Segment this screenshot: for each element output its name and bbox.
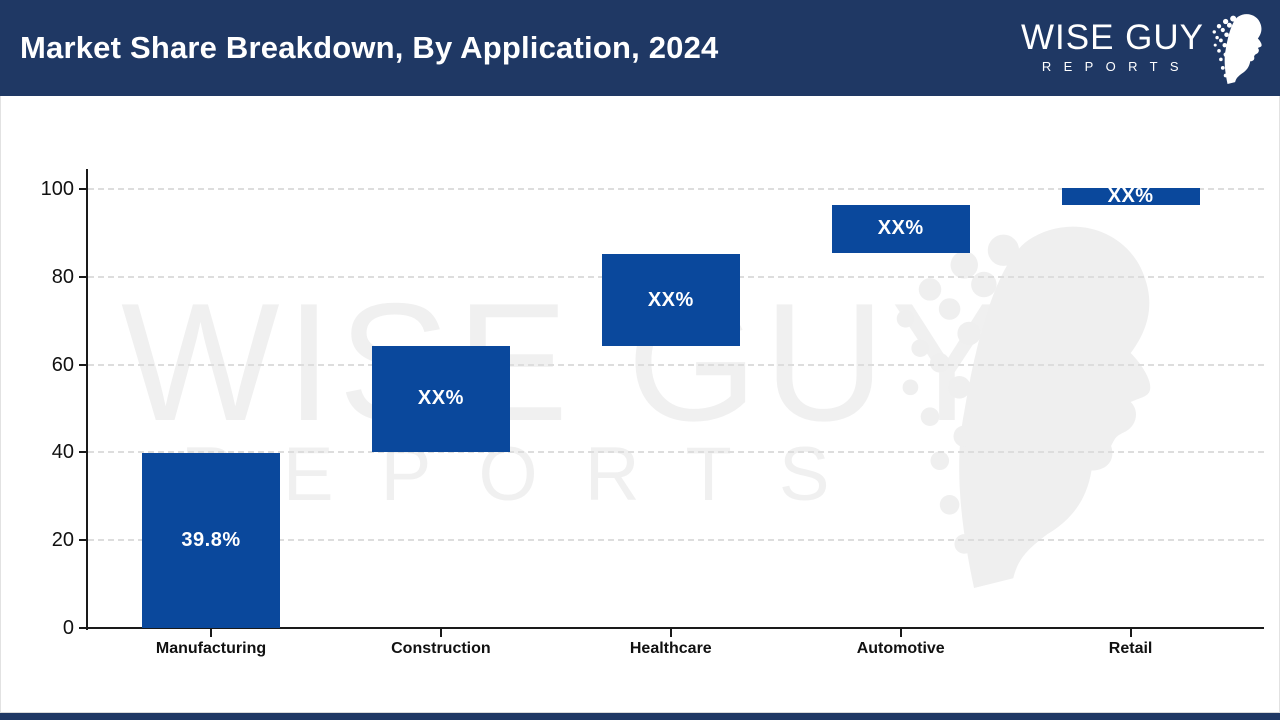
y-tick-label: 80 bbox=[51, 265, 74, 288]
y-axis-tick bbox=[79, 188, 88, 190]
bar-value-label: XX% bbox=[877, 217, 924, 240]
x-tick-label: Automotive bbox=[856, 640, 945, 657]
y-axis-tick bbox=[79, 539, 88, 542]
watermark-brand-name: WISE GUY bbox=[121, 268, 1010, 456]
bar: XX% bbox=[371, 346, 510, 452]
brand-name: WISE GUY bbox=[1020, 18, 1204, 57]
y-tick-label: 60 bbox=[51, 353, 74, 376]
bar-value-label: XX% bbox=[417, 387, 464, 410]
gridline bbox=[88, 539, 1264, 542]
y-tick-label: 100 bbox=[40, 178, 74, 200]
x-tick-label: Construction bbox=[391, 640, 491, 657]
y-axis-tick bbox=[79, 363, 88, 366]
y-tick-label: 40 bbox=[51, 441, 74, 464]
x-axis-tick bbox=[1129, 629, 1132, 637]
y-axis-tick bbox=[79, 275, 88, 278]
bar: 39.8% bbox=[142, 453, 280, 628]
bar-value-label: XX% bbox=[1107, 184, 1154, 207]
y-tick-label: 20 bbox=[51, 529, 74, 552]
bar: XX% bbox=[1061, 184, 1200, 207]
gridline bbox=[88, 188, 1264, 190]
x-tick-label: Healthcare bbox=[629, 640, 712, 657]
header-bar: Market Share Breakdown, By Application, … bbox=[0, 0, 1280, 96]
y-tick-label: 0 bbox=[62, 617, 74, 639]
y-axis-tick bbox=[79, 627, 88, 629]
brand-subname: REPORTS bbox=[1041, 59, 1191, 74]
bar-value-label: 39.8% bbox=[181, 529, 241, 552]
brand-logo: WISE GUY REPORTS bbox=[1021, 8, 1266, 88]
x-axis-tick bbox=[210, 629, 212, 637]
watermark-face-icon bbox=[896, 226, 1151, 588]
brand-logo-text: WISE GUY REPORTS bbox=[1021, 18, 1204, 76]
x-tick-label: Retail bbox=[1108, 640, 1153, 657]
y-axis-tick bbox=[79, 451, 88, 454]
brand-face-icon bbox=[1212, 14, 1262, 84]
bar-value-label: XX% bbox=[647, 288, 694, 311]
bar: XX% bbox=[831, 204, 970, 253]
page-title: Market Share Breakdown, By Application, … bbox=[20, 30, 719, 65]
x-axis-tick bbox=[899, 629, 902, 637]
gridline bbox=[88, 363, 1264, 366]
x-axis-tick bbox=[439, 629, 442, 637]
y-axis-line bbox=[86, 169, 88, 630]
x-axis-line bbox=[86, 627, 1264, 629]
footer-strip bbox=[0, 713, 1280, 720]
x-tick-label: Manufacturing bbox=[155, 640, 267, 657]
gridline bbox=[88, 451, 1264, 454]
bar: XX% bbox=[601, 254, 740, 347]
x-axis-tick bbox=[669, 629, 672, 637]
